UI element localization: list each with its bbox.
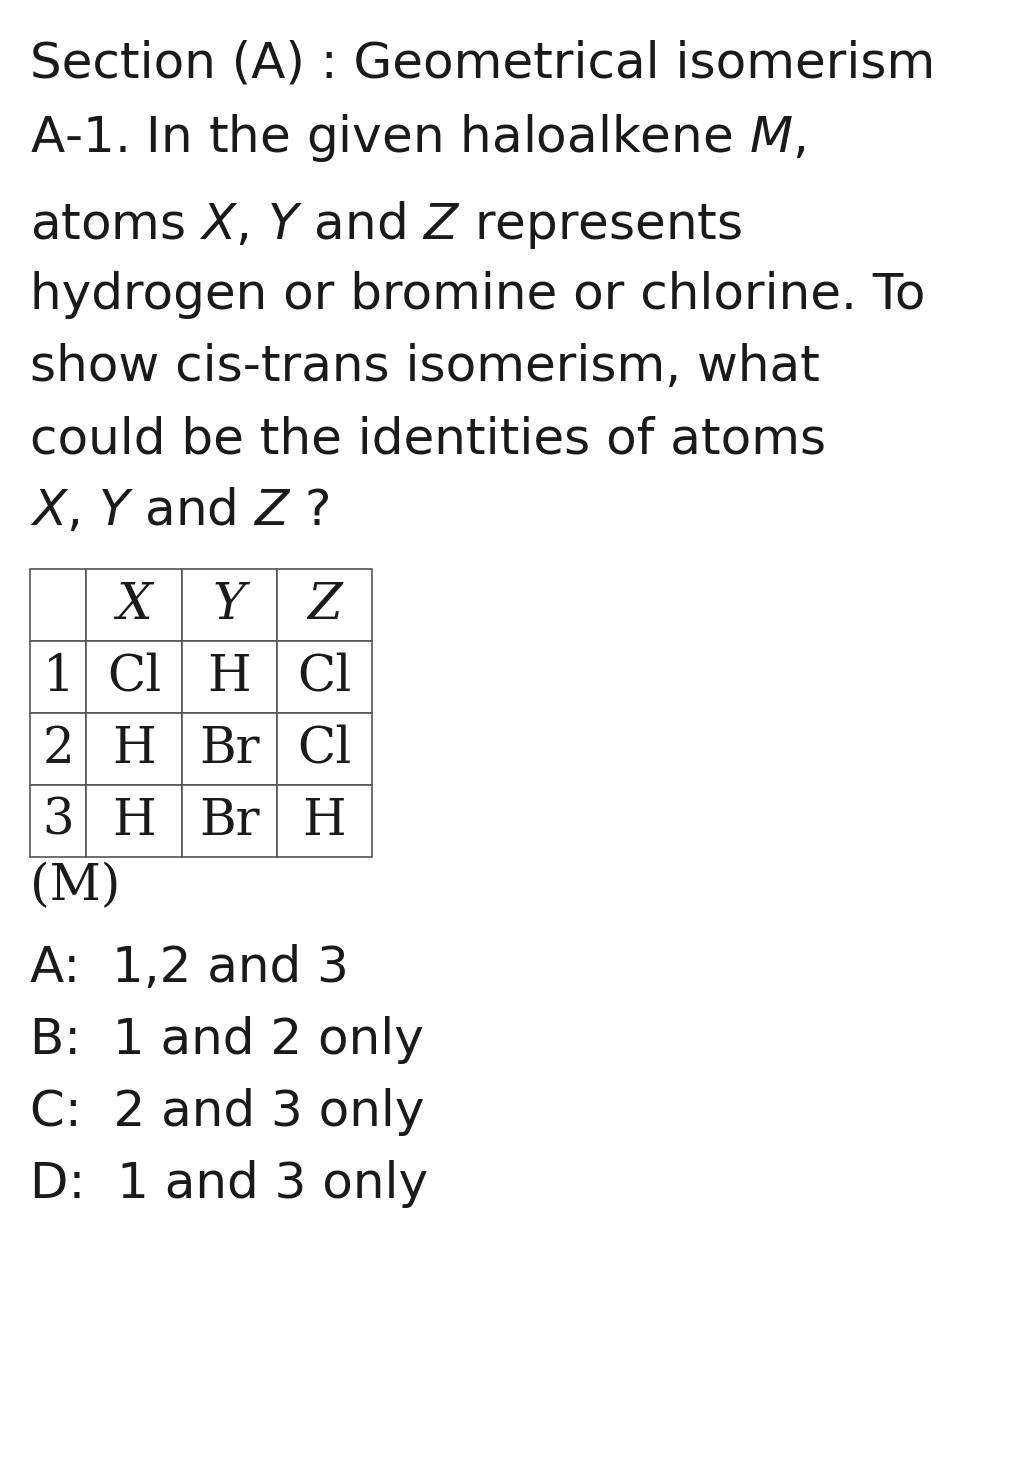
Text: C:  2 and 3 only: C: 2 and 3 only — [31, 1088, 425, 1136]
Text: A-1. In the given haloalkene $\mathit{M}$,: A-1. In the given haloalkene $\mathit{M}… — [31, 112, 806, 163]
Bar — [181, 785, 276, 857]
Text: 2: 2 — [42, 724, 74, 774]
Text: H: H — [302, 796, 346, 846]
Text: H: H — [207, 652, 251, 702]
Bar — [31, 640, 86, 712]
Text: Z: Z — [307, 580, 342, 630]
Text: Cl: Cl — [297, 652, 351, 702]
Bar — [31, 570, 86, 640]
Text: B:  1 and 2 only: B: 1 and 2 only — [31, 1016, 424, 1064]
Bar — [31, 712, 86, 785]
Text: A:  1,2 and 3: A: 1,2 and 3 — [31, 944, 349, 992]
Bar — [181, 640, 276, 712]
Bar — [276, 712, 372, 785]
Text: Br: Br — [199, 796, 259, 846]
Text: could be the identities of atoms: could be the identities of atoms — [31, 415, 826, 464]
Text: Cl: Cl — [106, 652, 161, 702]
Text: 1: 1 — [42, 652, 75, 702]
Bar — [276, 640, 372, 712]
Text: 3: 3 — [42, 796, 74, 846]
Text: hydrogen or bromine or chlorine. To: hydrogen or bromine or chlorine. To — [31, 271, 926, 319]
Text: Cl: Cl — [297, 724, 351, 774]
Text: X: X — [116, 580, 152, 630]
Text: H: H — [113, 796, 156, 846]
Text: (M): (M) — [31, 863, 121, 911]
Text: Section (A) : Geometrical isomerism: Section (A) : Geometrical isomerism — [31, 40, 936, 88]
Text: $\mathit{X}$, $\mathit{Y}$ and $\mathit{Z}$ ?: $\mathit{X}$, $\mathit{Y}$ and $\mathit{… — [31, 487, 330, 534]
Bar — [31, 785, 86, 857]
Bar — [181, 570, 276, 640]
Bar — [86, 712, 181, 785]
Text: show cis-trans isomerism, what: show cis-trans isomerism, what — [31, 343, 820, 392]
Bar — [86, 570, 181, 640]
Text: H: H — [113, 724, 156, 774]
Text: atoms $\mathit{X}$, $\mathit{Y}$ and $\mathit{Z}$ represents: atoms $\mathit{X}$, $\mathit{Y}$ and $\m… — [31, 199, 742, 252]
Text: Br: Br — [199, 724, 259, 774]
Bar — [276, 570, 372, 640]
Text: Y: Y — [213, 580, 246, 630]
Bar — [181, 712, 276, 785]
Bar — [86, 785, 181, 857]
Bar — [86, 640, 181, 712]
Text: D:  1 and 3 only: D: 1 and 3 only — [31, 1160, 428, 1209]
Bar — [276, 785, 372, 857]
